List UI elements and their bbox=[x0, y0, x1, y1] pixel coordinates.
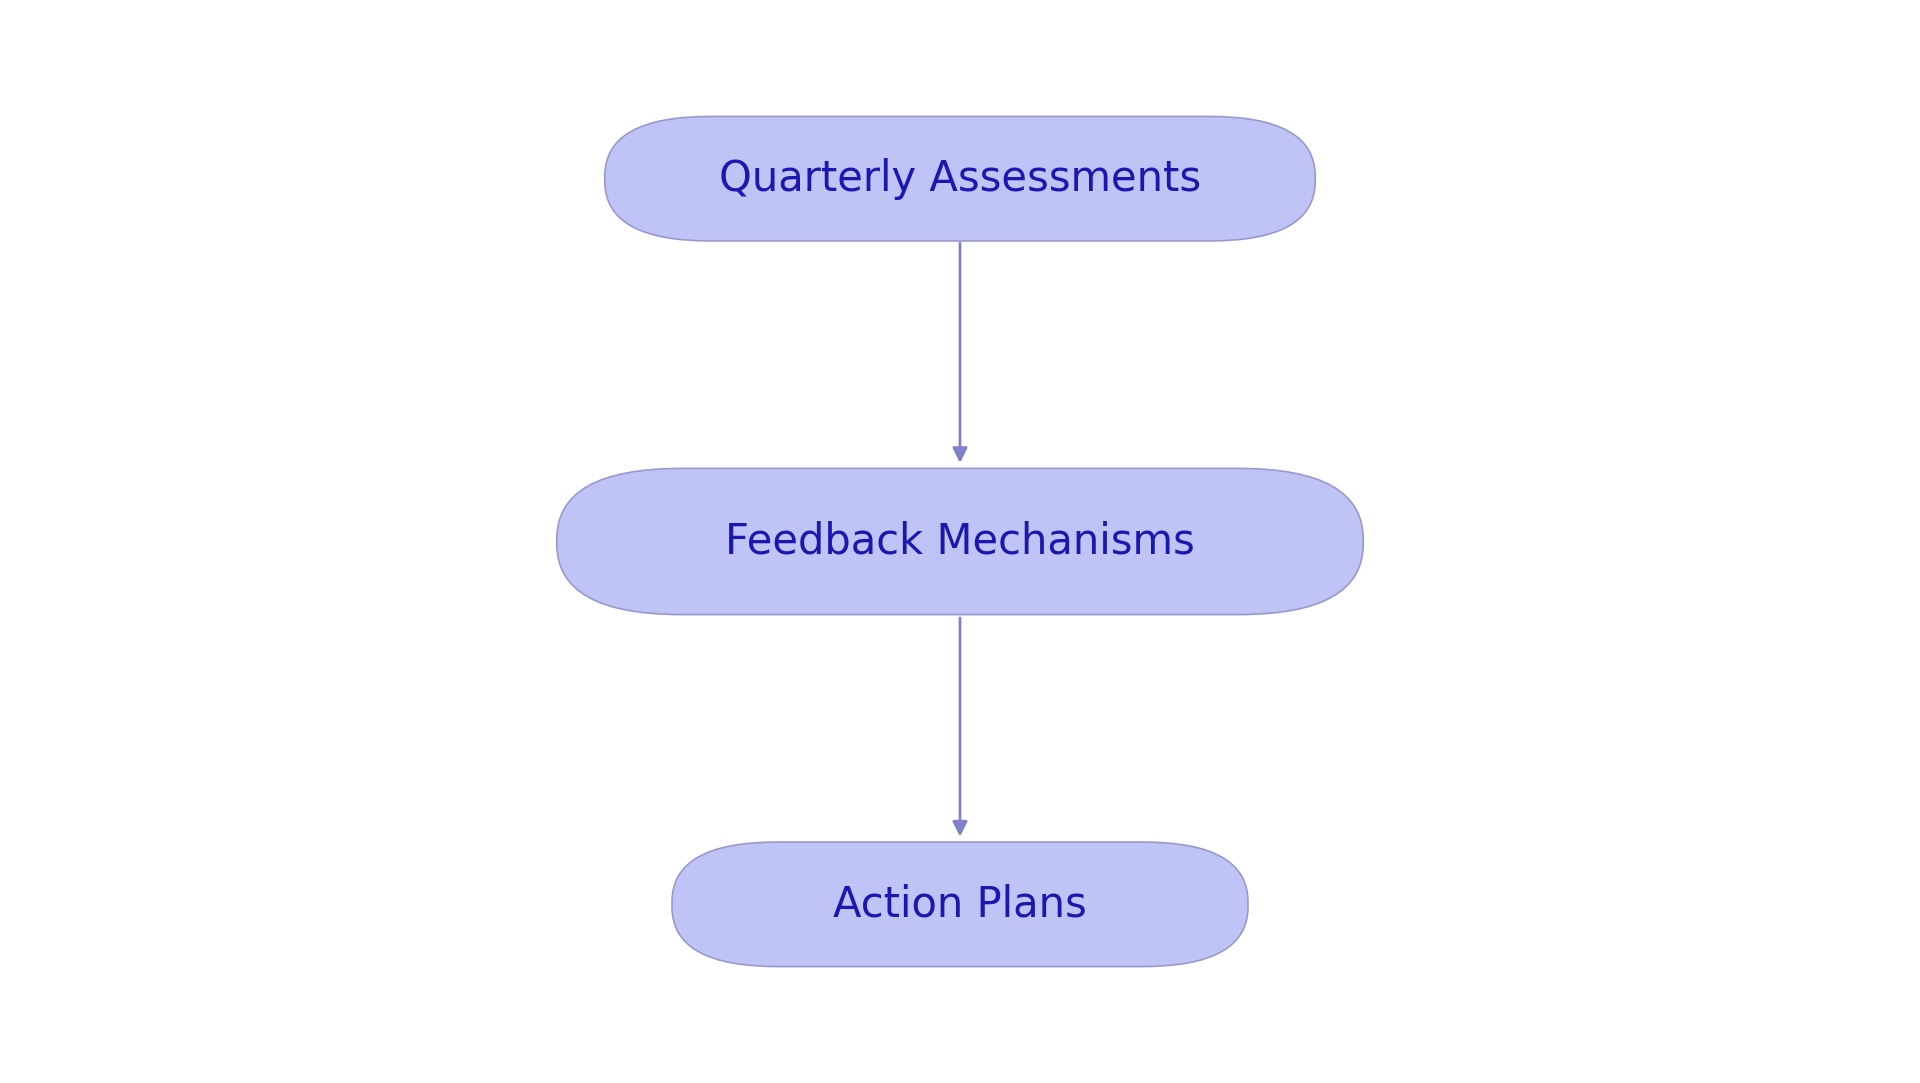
FancyBboxPatch shape bbox=[672, 843, 1248, 966]
Text: Action Plans: Action Plans bbox=[833, 884, 1087, 925]
Text: Quarterly Assessments: Quarterly Assessments bbox=[718, 158, 1202, 199]
Text: Feedback Mechanisms: Feedback Mechanisms bbox=[726, 521, 1194, 562]
FancyBboxPatch shape bbox=[605, 117, 1315, 242]
FancyBboxPatch shape bbox=[557, 469, 1363, 615]
